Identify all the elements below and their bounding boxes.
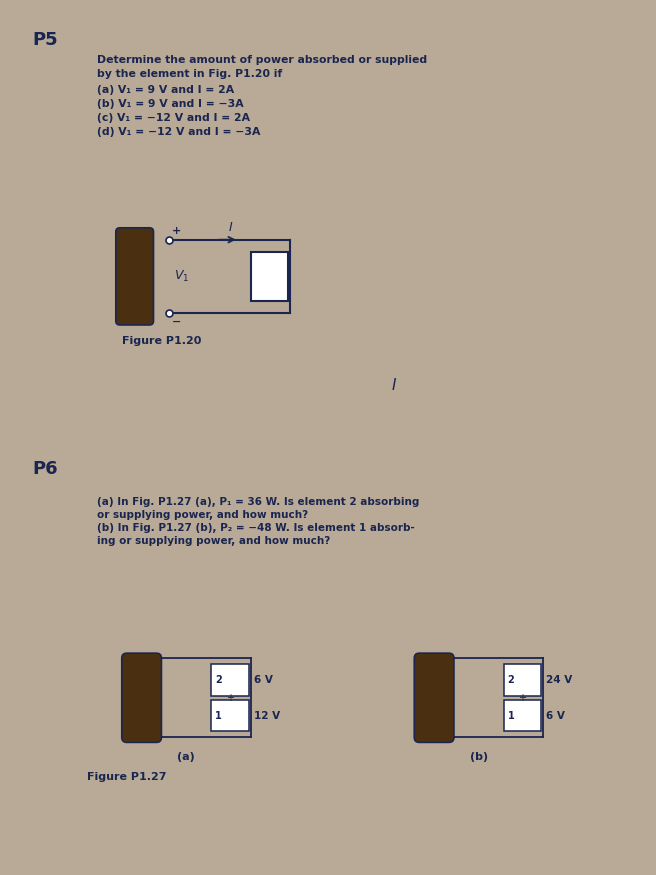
FancyBboxPatch shape <box>251 252 289 301</box>
Text: 12 V: 12 V <box>254 710 279 721</box>
Text: (d) V₁ = −12 V and I = −3A: (d) V₁ = −12 V and I = −3A <box>97 127 260 136</box>
FancyBboxPatch shape <box>211 664 249 696</box>
Text: 1: 1 <box>508 710 514 721</box>
Text: +: + <box>173 226 182 235</box>
Text: +: + <box>226 693 234 703</box>
Text: or supplying power, and how much?: or supplying power, and how much? <box>97 510 308 521</box>
FancyBboxPatch shape <box>504 664 541 696</box>
Text: 6 V: 6 V <box>546 710 565 721</box>
Text: +: + <box>518 693 526 703</box>
FancyBboxPatch shape <box>414 653 454 742</box>
Text: (a): (a) <box>177 752 195 762</box>
Text: (b): (b) <box>470 752 488 762</box>
Text: 1: 1 <box>215 710 222 721</box>
Text: (c) V₁ = −12 V and I = 2A: (c) V₁ = −12 V and I = 2A <box>97 113 250 123</box>
Text: 24 V: 24 V <box>546 675 573 685</box>
Text: Determine the amount of power absorbed or supplied: Determine the amount of power absorbed o… <box>97 55 427 66</box>
Text: $I$: $I$ <box>392 377 398 394</box>
Text: P6: P6 <box>33 459 58 478</box>
Text: 2: 2 <box>508 675 514 685</box>
Text: (b) In Fig. P1.27 (b), P₂ = −48 W. Is element 1 absorb-: (b) In Fig. P1.27 (b), P₂ = −48 W. Is el… <box>97 523 415 533</box>
Text: (a) In Fig. P1.27 (a), P₁ = 36 W. Is element 2 absorbing: (a) In Fig. P1.27 (a), P₁ = 36 W. Is ele… <box>97 498 419 507</box>
Text: Figure P1.27: Figure P1.27 <box>87 772 167 782</box>
FancyBboxPatch shape <box>122 653 161 742</box>
Text: Figure P1.20: Figure P1.20 <box>122 336 201 346</box>
FancyBboxPatch shape <box>504 700 541 731</box>
FancyBboxPatch shape <box>116 228 154 325</box>
Text: (a) V₁ = 9 V and I = 2A: (a) V₁ = 9 V and I = 2A <box>97 85 234 95</box>
Text: P5: P5 <box>33 31 58 50</box>
Text: 6 V: 6 V <box>254 675 272 685</box>
FancyBboxPatch shape <box>211 700 249 731</box>
Text: −: − <box>173 317 182 327</box>
Text: ing or supplying power, and how much?: ing or supplying power, and how much? <box>97 536 330 546</box>
Text: 2: 2 <box>215 675 222 685</box>
Text: (b) V₁ = 9 V and I = −3A: (b) V₁ = 9 V and I = −3A <box>97 99 243 108</box>
Text: $V_1$: $V_1$ <box>174 269 190 284</box>
Text: $I$: $I$ <box>228 220 234 234</box>
Text: by the element in Fig. P1.20 if: by the element in Fig. P1.20 if <box>97 69 282 79</box>
